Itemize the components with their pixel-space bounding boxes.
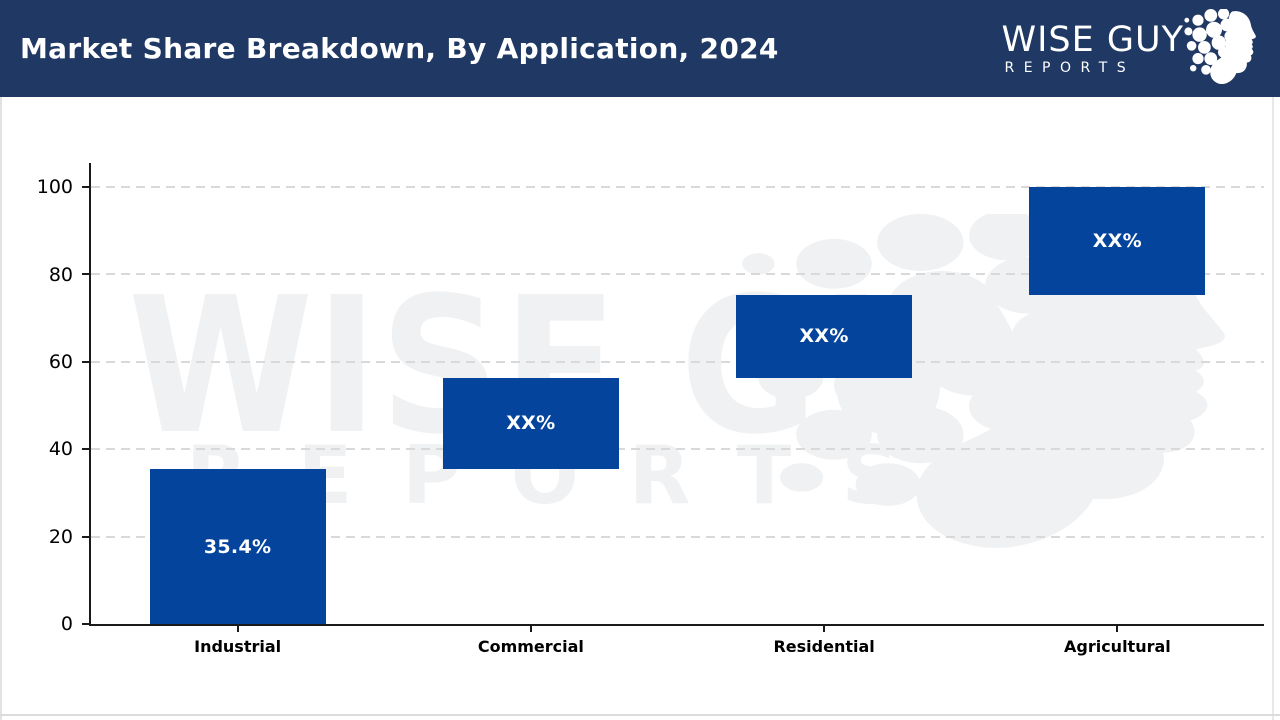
bar-value-label: XX%: [506, 412, 556, 435]
y-tick-label-20: 20: [48, 525, 73, 548]
gridline-20: [91, 535, 1264, 538]
header-bar: Market Share Breakdown, By Application, …: [0, 0, 1280, 97]
wiseguy-logo: WISE GUY REPORTS: [1001, 6, 1266, 92]
y-axis-tick-0: [82, 623, 90, 625]
x-category-label-commercial: Commercial: [477, 637, 584, 656]
y-axis-tick-80: [82, 273, 90, 276]
x-axis-tick-commercial: [529, 624, 532, 632]
plot-area: 0 20 40 60 80 100 35.4% Industrial XX% Commercial…: [37, 163, 1264, 656]
page-title: Market Share Breakdown, By Application, …: [20, 32, 779, 65]
gridline-100: [91, 186, 1264, 188]
bar-value-label: 35.4%: [203, 535, 272, 558]
y-axis-tick-20: [82, 535, 90, 538]
y-axis-tick-60: [82, 360, 90, 363]
y-tick-label-60: 60: [48, 351, 73, 374]
bar-value-label: XX%: [799, 325, 849, 348]
y-axis-tick-40: [82, 448, 90, 451]
gridline-80: [91, 273, 1264, 276]
x-category-label-residential: Residential: [773, 637, 875, 656]
bar-commercial: XX%: [442, 377, 619, 470]
y-tick-label-80: 80: [48, 263, 73, 286]
bar-residential: XX%: [736, 294, 913, 378]
y-tick-label-100: 100: [36, 176, 73, 199]
logo-head-icon: [1184, 9, 1256, 85]
y-tick-label-0: 0: [60, 613, 73, 636]
x-category-label-industrial: Industrial: [194, 637, 282, 656]
bar-industrial: 35.4%: [149, 469, 326, 624]
logo-subtext: REPORTS: [1004, 60, 1136, 76]
y-axis-tick-100: [82, 186, 90, 188]
figure-border-bottom: [0, 714, 1280, 716]
gridline-60: [91, 360, 1264, 363]
gridline-40: [91, 448, 1264, 451]
logo-wordmark-block: WISE GUY REPORTS: [1001, 20, 1184, 76]
bar-value-label: XX%: [1092, 229, 1142, 252]
logo-wordmark: WISE GUY: [1001, 20, 1184, 60]
figure-border-right: [1272, 97, 1274, 720]
x-axis-tick-agricultural: [1116, 624, 1119, 632]
x-category-label-agricultural: Agricultural: [1063, 637, 1171, 656]
x-axis-tick-industrial: [236, 624, 239, 632]
bar-agricultural: XX%: [1029, 187, 1206, 295]
y-tick-label-40: 40: [48, 438, 73, 461]
figure-border-left: [0, 97, 2, 720]
x-axis-tick-residential: [823, 624, 826, 632]
